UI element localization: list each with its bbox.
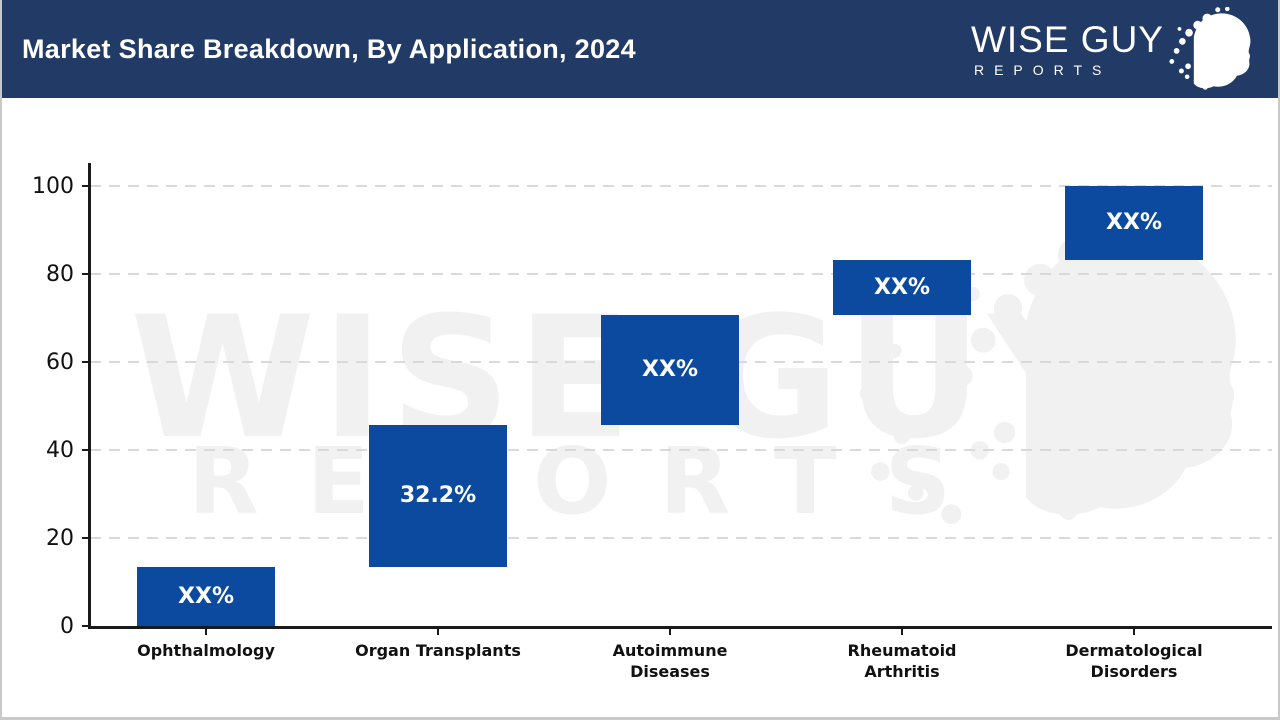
- y-tick-mark-40: [82, 449, 90, 451]
- x-tick-mark-0: [205, 628, 207, 635]
- header-bar: Market Share Breakdown, By Application, …: [2, 0, 1278, 98]
- gridline-100: [90, 185, 1272, 187]
- bar-0: XX%: [137, 567, 275, 626]
- y-tick-label-80: 80: [46, 262, 74, 287]
- y-tick-mark-100: [82, 185, 90, 187]
- bar-4: XX%: [1065, 186, 1203, 260]
- x-axis-line: [88, 626, 1272, 629]
- y-tick-mark-80: [82, 273, 90, 275]
- x-tick-mark-2: [669, 628, 671, 635]
- y-tick-label-40: 40: [46, 438, 74, 463]
- y-tick-mark-0: [82, 625, 90, 627]
- bar-value-label-1: 32.2%: [399, 483, 477, 509]
- y-tick-label-60: 60: [46, 350, 74, 375]
- x-tick-mark-1: [437, 628, 439, 635]
- bar-value-label-4: XX%: [1106, 209, 1162, 235]
- bar-value-label-3: XX%: [874, 274, 930, 300]
- logo-text: WISE GUY REPORTS: [971, 21, 1164, 78]
- bar-value-label-2: XX%: [642, 357, 698, 383]
- y-tick-mark-60: [82, 361, 90, 363]
- bar-value-label-0: XX%: [178, 583, 234, 609]
- logo-face-icon: [1169, 7, 1251, 90]
- x-category-label-3: Rheumatoid Arthritis: [847, 641, 957, 682]
- bar-1: 32.2%: [369, 425, 507, 568]
- bar-3: XX%: [833, 259, 971, 316]
- gridline-20: [90, 537, 1272, 539]
- y-tick-label-0: 0: [60, 614, 74, 639]
- x-category-label-1: Organ Transplants: [355, 641, 521, 660]
- y-tick-label-20: 20: [46, 526, 74, 551]
- x-tick-mark-4: [1133, 628, 1135, 635]
- plot-area: WISE GUY REPORTS 0 20 40 60 80: [2, 98, 1278, 717]
- gridline-80: [90, 273, 1272, 275]
- watermark-face-icon: [859, 211, 1236, 525]
- x-category-label-4: Dermatological Disorders: [1065, 641, 1203, 682]
- x-tick-mark-3: [901, 628, 903, 635]
- y-axis-line: [88, 163, 91, 628]
- x-category-label-2: Autoimmune Diseases: [612, 641, 728, 682]
- y-tick-mark-20: [82, 537, 90, 539]
- bar-2: XX%: [601, 315, 739, 426]
- x-category-label-0: Ophthalmology: [137, 641, 275, 660]
- wiseguy-logo: WISE GUY REPORTS: [971, 7, 1256, 91]
- logo-secondary-text: REPORTS: [973, 61, 1112, 78]
- gridline-40: [90, 449, 1272, 451]
- chart-title: Market Share Breakdown, By Application, …: [22, 33, 636, 64]
- y-tick-label-100: 100: [32, 174, 74, 199]
- logo-primary-text: WISE GUY: [970, 18, 1164, 60]
- watermark-text-secondary: REPORTS: [188, 428, 1000, 535]
